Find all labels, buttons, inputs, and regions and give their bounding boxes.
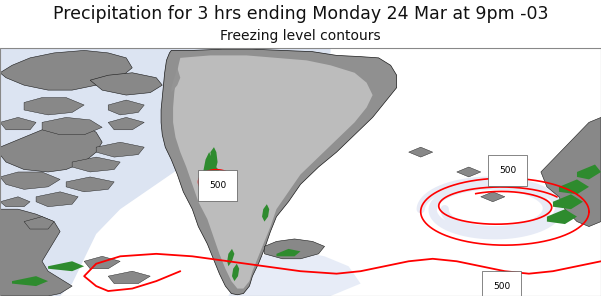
Polygon shape <box>66 177 114 192</box>
Polygon shape <box>171 68 180 93</box>
Polygon shape <box>214 167 222 199</box>
Polygon shape <box>0 118 36 130</box>
Polygon shape <box>0 122 102 172</box>
Polygon shape <box>262 204 269 222</box>
Polygon shape <box>541 118 601 226</box>
Polygon shape <box>96 142 144 157</box>
Text: 500: 500 <box>499 166 516 175</box>
Polygon shape <box>228 251 361 296</box>
Polygon shape <box>232 264 239 281</box>
Polygon shape <box>547 209 577 224</box>
Polygon shape <box>409 147 433 157</box>
Text: Precipitation for 3 hrs ending Monday 24 Mar at 9pm -03: Precipitation for 3 hrs ending Monday 24… <box>53 5 548 23</box>
Polygon shape <box>42 118 102 135</box>
Polygon shape <box>553 194 583 209</box>
Polygon shape <box>0 48 331 296</box>
Polygon shape <box>0 197 30 207</box>
Polygon shape <box>559 179 589 194</box>
Polygon shape <box>108 100 144 115</box>
Polygon shape <box>264 239 325 259</box>
Polygon shape <box>90 73 162 95</box>
Polygon shape <box>24 217 54 229</box>
Polygon shape <box>108 271 150 284</box>
Polygon shape <box>36 192 78 207</box>
Polygon shape <box>84 256 120 269</box>
Text: Freezing level contours: Freezing level contours <box>220 29 381 44</box>
Polygon shape <box>481 192 505 202</box>
Polygon shape <box>276 249 300 256</box>
Polygon shape <box>173 55 373 289</box>
Polygon shape <box>48 261 84 271</box>
Polygon shape <box>577 165 601 179</box>
Text: 500: 500 <box>209 181 226 190</box>
Polygon shape <box>0 209 72 296</box>
Polygon shape <box>72 157 120 172</box>
Polygon shape <box>12 276 48 286</box>
Polygon shape <box>0 172 60 189</box>
Polygon shape <box>161 49 397 295</box>
Polygon shape <box>24 98 84 115</box>
Polygon shape <box>227 249 234 266</box>
Polygon shape <box>457 167 481 177</box>
Polygon shape <box>203 152 216 192</box>
Text: 500: 500 <box>493 281 510 291</box>
Polygon shape <box>108 118 144 130</box>
Polygon shape <box>0 50 132 90</box>
Polygon shape <box>210 147 218 172</box>
